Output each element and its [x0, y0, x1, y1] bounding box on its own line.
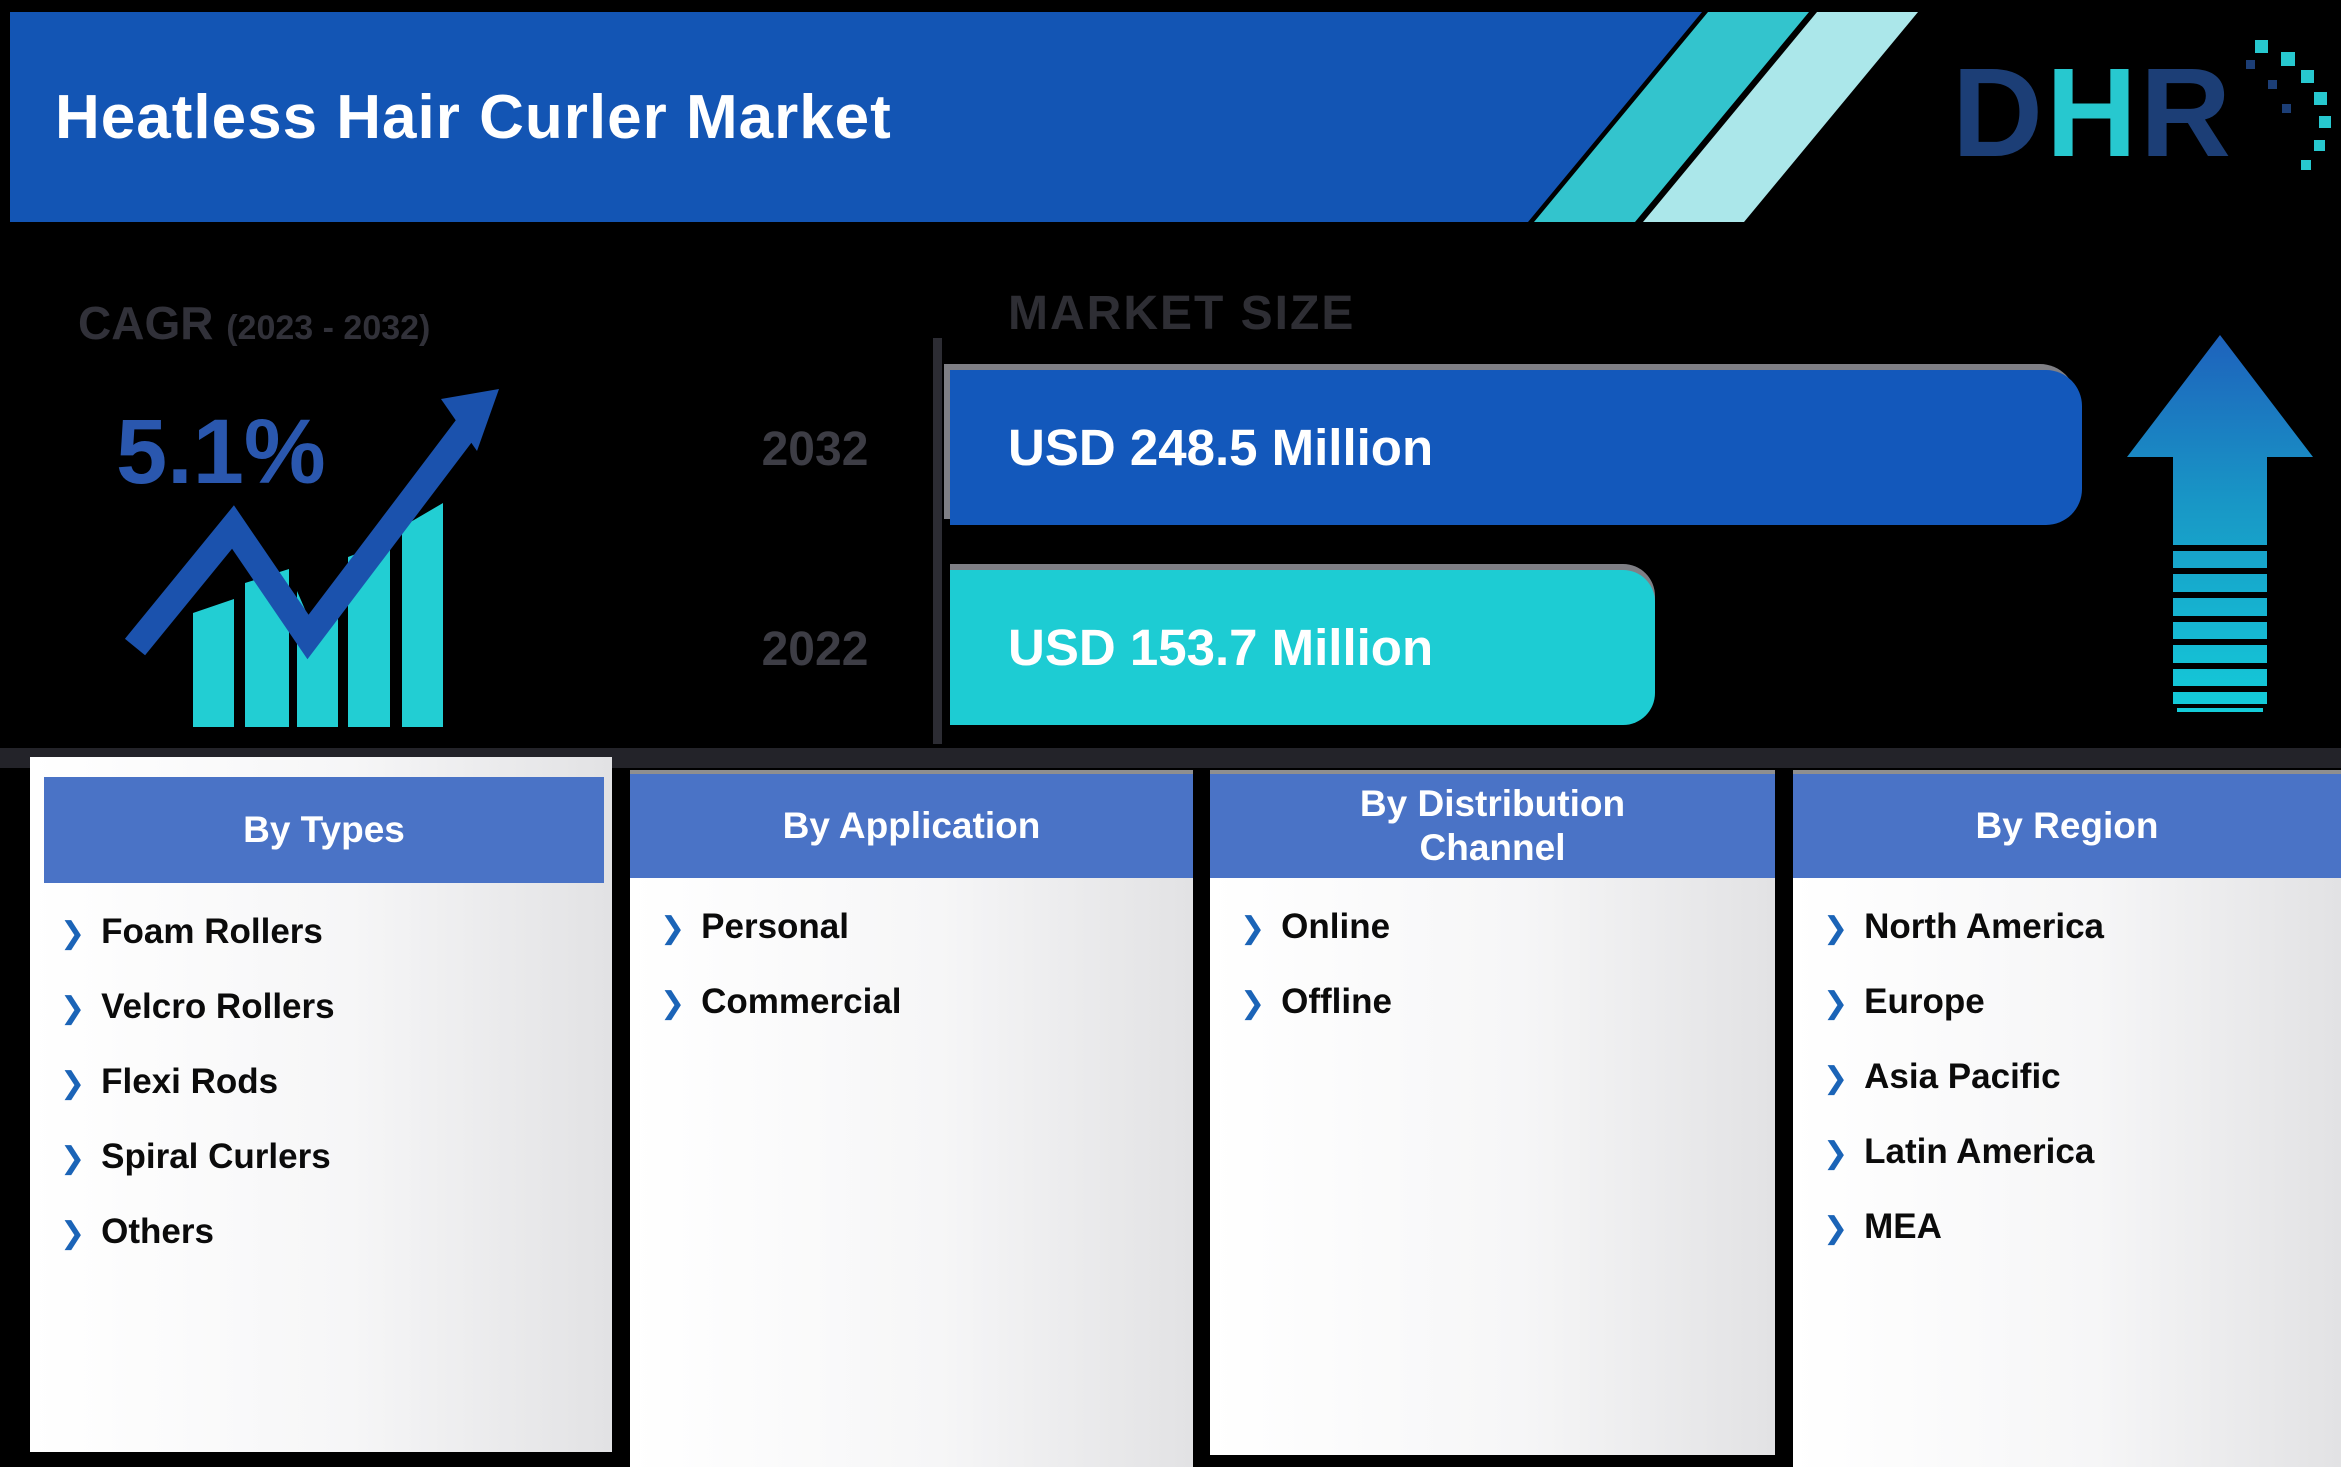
item-label: Offline: [1281, 982, 1392, 1021]
list-item: ❯ Europe: [1823, 977, 2341, 1027]
segment-title: By Distribution Channel: [1359, 782, 1626, 868]
item-label: Commercial: [701, 982, 902, 1021]
segment-header-types: By Types: [44, 777, 604, 883]
item-label: North America: [1864, 907, 2105, 946]
logo-dot: [2301, 70, 2314, 83]
logo-dot: [2301, 160, 2311, 170]
segment-panel-region: By Region ❯ North America ❯ Europe ❯ Asi…: [1793, 770, 2341, 1467]
chevron-icon: ❯: [1240, 985, 1266, 1021]
item-label: Velcro Rollers: [101, 987, 335, 1026]
segment-title: By Region: [1975, 804, 2159, 846]
item-label: Flexi Rods: [101, 1062, 279, 1101]
item-label: Others: [101, 1212, 214, 1251]
bar-value-2022: USD 153.7 Million: [1008, 619, 1434, 676]
list-item: ❯ Commercial: [660, 977, 1193, 1027]
segment-header-application: By Application: [630, 770, 1193, 878]
chevron-icon: ❯: [1823, 1135, 1849, 1171]
item-label: MEA: [1864, 1207, 1942, 1246]
list-item: ❯ Offline: [1240, 977, 1775, 1027]
segment-list: ❯ Online ❯ Offline: [1210, 878, 1775, 1027]
list-item: ❯ Online: [1240, 902, 1775, 952]
segment-title: By Types: [243, 808, 405, 850]
segment-panel-types: By Types ❯ Foam Rollers ❯ Velcro Rollers…: [30, 757, 612, 1452]
growth-chart-icon: [125, 389, 499, 727]
segment-panel-distribution-channel: By Distribution Channel ❯ Online ❯ Offli…: [1210, 770, 1775, 1455]
list-item: ❯ Spiral Curlers: [60, 1132, 612, 1182]
list-item: ❯ North America: [1823, 902, 2341, 952]
list-item: ❯ Asia Pacific: [1823, 1052, 2341, 1102]
chevron-icon: ❯: [60, 990, 86, 1026]
page-title: Heatless Hair Curler Market: [55, 82, 892, 152]
chevron-icon: ❯: [1823, 1060, 1849, 1096]
item-label: Foam Rollers: [101, 912, 323, 951]
cagr-value: 5.1%: [116, 401, 326, 503]
chevron-icon: ❯: [60, 915, 86, 951]
logo-letter-d: D: [1952, 42, 2046, 183]
logo-dot: [2314, 140, 2325, 151]
chevron-icon: ❯: [60, 1140, 86, 1176]
segment-list: ❯ North America ❯ Europe ❯ Asia Pacific …: [1793, 878, 2341, 1252]
segment-list: ❯ Foam Rollers ❯ Velcro Rollers ❯ Flexi …: [30, 883, 612, 1257]
list-item: ❯ Others: [60, 1207, 612, 1257]
segment-title: By Application: [782, 804, 1041, 846]
year-label-2032: 2032: [761, 423, 869, 476]
logo-letter-r: R: [2140, 42, 2234, 183]
chevron-icon: ❯: [1823, 985, 1849, 1021]
segment-header-region: By Region: [1793, 770, 2341, 878]
list-item: ❯ Foam Rollers: [60, 907, 612, 957]
market-size-title: MARKET SIZE: [1008, 287, 1356, 340]
segment-panel-application: By Application ❯ Personal ❯ Commercial: [630, 770, 1193, 1467]
item-label: Spiral Curlers: [101, 1137, 331, 1176]
bar-2032: USD 248.5 Million: [950, 370, 2082, 525]
logo-dot: [2281, 52, 2295, 66]
logo-letter-h: H: [2046, 42, 2140, 183]
list-item: ❯ Personal: [660, 902, 1193, 952]
item-label: Europe: [1864, 982, 1985, 1021]
logo-dot: [2282, 104, 2291, 113]
bar-value-2032: USD 248.5 Million: [1008, 419, 1434, 476]
segment-header-distribution-channel: By Distribution Channel: [1210, 770, 1775, 878]
list-item: ❯ MEA: [1823, 1202, 2341, 1252]
item-label: Personal: [701, 907, 849, 946]
chart-axis: [933, 338, 942, 744]
chevron-icon: ❯: [660, 985, 686, 1021]
chevron-icon: ❯: [1823, 1210, 1849, 1246]
item-label: Asia Pacific: [1864, 1057, 2061, 1096]
chevron-icon: ❯: [1823, 910, 1849, 946]
chevron-icon: ❯: [1240, 910, 1266, 946]
cagr-period: (2023 - 2032): [226, 309, 431, 347]
logo-dot: [2319, 116, 2331, 128]
logo-dot: [2314, 92, 2327, 105]
header-background: [10, 12, 1702, 222]
chevron-icon: ❯: [60, 1215, 86, 1251]
chevron-icon: ❯: [60, 1065, 86, 1101]
cagr-label: CAGR (2023 - 2032): [78, 296, 430, 350]
year-label-2022: 2022: [761, 623, 869, 676]
list-item: ❯ Latin America: [1823, 1127, 2341, 1177]
chevron-icon: ❯: [660, 910, 686, 946]
logo-dot: [2255, 40, 2268, 53]
header-banner: Heatless Hair Curler Market: [10, 12, 1925, 222]
segment-list: ❯ Personal ❯ Commercial: [630, 878, 1193, 1027]
logo-dot: [2268, 80, 2277, 89]
cagr-text: CAGR: [78, 297, 214, 349]
bar-2022: USD 153.7 Million: [950, 570, 1655, 725]
item-label: Online: [1281, 907, 1391, 946]
item-label: Latin America: [1864, 1132, 2095, 1171]
logo-dot: [2246, 60, 2255, 69]
dhr-logo: DHR: [1952, 50, 2234, 176]
list-item: ❯ Velcro Rollers: [60, 982, 612, 1032]
growth-arrow-icon: [2127, 335, 2313, 712]
list-item: ❯ Flexi Rods: [60, 1057, 612, 1107]
